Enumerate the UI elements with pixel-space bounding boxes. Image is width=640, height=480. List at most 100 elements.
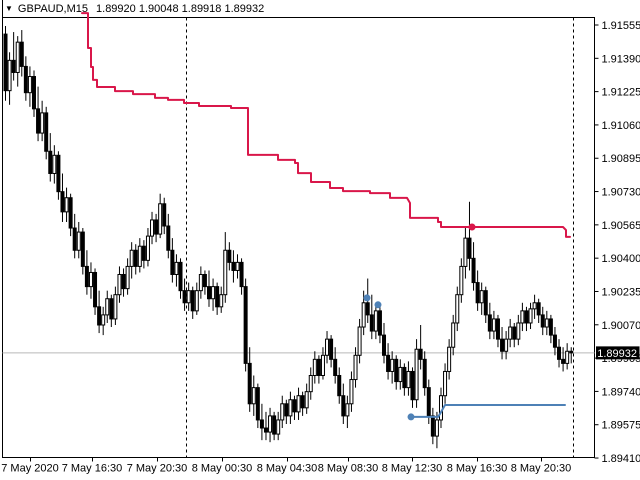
candle[interactable] bbox=[487, 302, 492, 340]
candle[interactable] bbox=[227, 242, 232, 271]
candle[interactable] bbox=[483, 286, 488, 323]
candle[interactable] bbox=[536, 298, 541, 323]
candle[interactable] bbox=[93, 268, 98, 315]
candle[interactable] bbox=[263, 411, 268, 441]
candle[interactable] bbox=[223, 232, 228, 303]
candle[interactable] bbox=[178, 258, 183, 299]
candle[interactable] bbox=[284, 399, 289, 424]
candle[interactable] bbox=[76, 221, 81, 259]
candle[interactable] bbox=[320, 347, 325, 380]
candle[interactable] bbox=[552, 327, 557, 356]
candle[interactable] bbox=[292, 395, 297, 420]
candle[interactable] bbox=[467, 201, 472, 271]
candle[interactable] bbox=[516, 314, 521, 346]
candle[interactable] bbox=[19, 30, 24, 77]
candle[interactable] bbox=[27, 66, 32, 107]
candle[interactable] bbox=[353, 347, 358, 388]
candle[interactable] bbox=[198, 266, 203, 299]
candle[interactable] bbox=[268, 407, 273, 443]
candle[interactable] bbox=[182, 278, 187, 311]
candle[interactable] bbox=[84, 250, 89, 295]
candle[interactable] bbox=[231, 250, 236, 283]
candle[interactable] bbox=[64, 187, 69, 222]
candle[interactable] bbox=[528, 302, 533, 330]
candle[interactable] bbox=[410, 367, 415, 408]
candle[interactable] bbox=[243, 278, 248, 372]
candle[interactable] bbox=[56, 151, 61, 200]
candle[interactable] bbox=[88, 262, 93, 299]
candle[interactable] bbox=[402, 363, 407, 396]
candle[interactable] bbox=[68, 193, 73, 237]
candle[interactable] bbox=[495, 314, 500, 348]
candle[interactable] bbox=[304, 383, 309, 414]
candle[interactable] bbox=[430, 407, 435, 445]
candle[interactable] bbox=[349, 371, 354, 412]
candle[interactable] bbox=[382, 322, 387, 364]
candle[interactable] bbox=[7, 52, 12, 105]
candle[interactable] bbox=[247, 347, 252, 412]
candle[interactable] bbox=[251, 375, 256, 416]
candle[interactable] bbox=[158, 193, 163, 239]
candle[interactable] bbox=[239, 258, 244, 295]
candle[interactable] bbox=[174, 254, 179, 287]
candle[interactable] bbox=[129, 242, 134, 279]
candle[interactable] bbox=[141, 240, 146, 269]
candle[interactable] bbox=[300, 391, 305, 416]
candle[interactable] bbox=[561, 347, 566, 372]
candle[interactable] bbox=[259, 403, 264, 441]
candle[interactable] bbox=[117, 266, 122, 303]
candle[interactable] bbox=[333, 347, 338, 384]
candle[interactable] bbox=[194, 282, 199, 315]
candle[interactable] bbox=[211, 278, 216, 311]
candle[interactable] bbox=[406, 361, 411, 396]
candle[interactable] bbox=[455, 286, 460, 332]
candle[interactable] bbox=[337, 367, 342, 404]
candle[interactable] bbox=[280, 395, 285, 429]
candle[interactable] bbox=[52, 145, 57, 184]
candle[interactable] bbox=[475, 270, 480, 311]
candle[interactable] bbox=[341, 383, 346, 424]
candle[interactable] bbox=[565, 343, 570, 370]
candle[interactable] bbox=[272, 411, 277, 441]
candle[interactable] bbox=[145, 228, 150, 267]
candle[interactable] bbox=[202, 270, 207, 295]
candle[interactable] bbox=[512, 322, 517, 348]
candle[interactable] bbox=[463, 228, 468, 279]
candle[interactable] bbox=[312, 351, 317, 384]
candle[interactable] bbox=[125, 258, 130, 295]
candle[interactable] bbox=[215, 282, 220, 315]
candle[interactable] bbox=[207, 270, 211, 307]
candle[interactable] bbox=[113, 286, 118, 325]
candle[interactable] bbox=[80, 228, 85, 275]
candle[interactable] bbox=[569, 347, 574, 364]
candle[interactable] bbox=[500, 327, 505, 360]
candle[interactable] bbox=[101, 306, 106, 336]
candle[interactable] bbox=[97, 290, 102, 334]
candle[interactable] bbox=[190, 286, 195, 319]
candle[interactable] bbox=[288, 391, 293, 424]
candle[interactable] bbox=[154, 213, 159, 243]
candle[interactable] bbox=[414, 339, 419, 408]
candle[interactable] bbox=[308, 367, 313, 400]
candle[interactable] bbox=[170, 238, 175, 283]
candle[interactable] bbox=[345, 395, 350, 429]
candle[interactable] bbox=[369, 294, 374, 340]
candle[interactable] bbox=[422, 351, 427, 396]
candle[interactable] bbox=[544, 310, 549, 336]
candle[interactable] bbox=[235, 254, 240, 279]
candle[interactable] bbox=[520, 302, 525, 332]
candle[interactable] bbox=[133, 244, 138, 275]
candle[interactable] bbox=[60, 173, 65, 222]
candle[interactable] bbox=[150, 211, 155, 245]
candle[interactable] bbox=[166, 213, 171, 259]
candle[interactable] bbox=[121, 268, 126, 297]
candle[interactable] bbox=[15, 36, 20, 87]
candle[interactable] bbox=[532, 294, 537, 319]
candle[interactable] bbox=[162, 197, 167, 235]
candle[interactable] bbox=[434, 411, 439, 449]
candle[interactable] bbox=[471, 242, 476, 291]
candle[interactable] bbox=[386, 343, 391, 380]
candle[interactable] bbox=[398, 359, 403, 390]
candle[interactable] bbox=[48, 133, 53, 182]
